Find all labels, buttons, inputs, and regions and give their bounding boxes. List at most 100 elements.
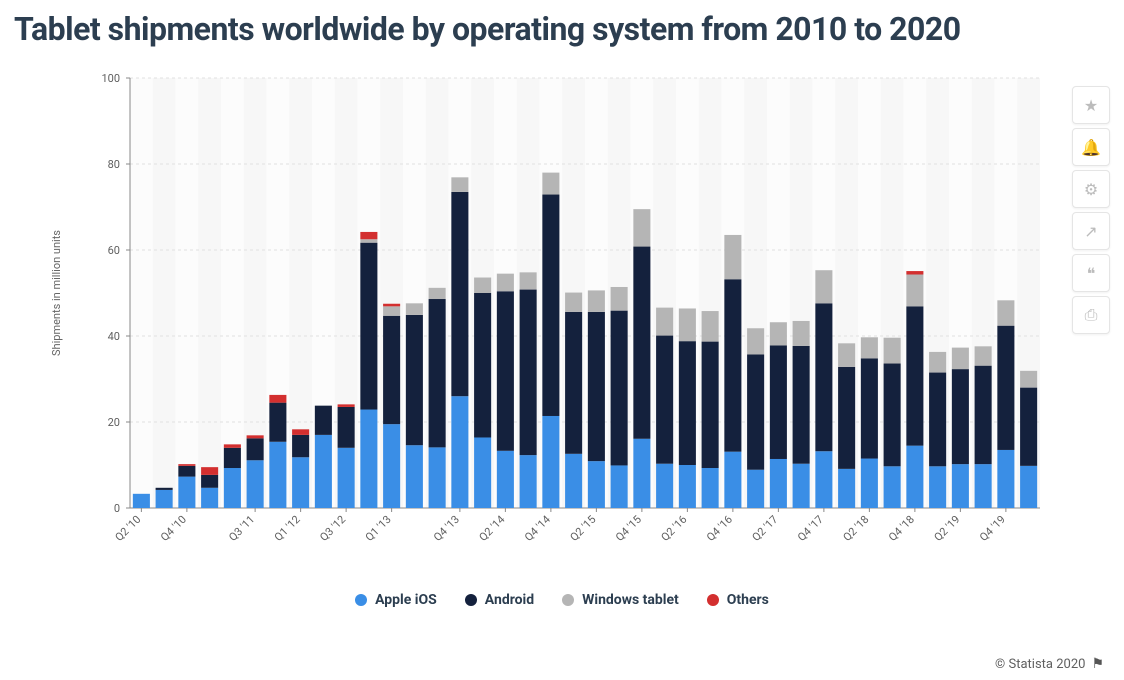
bar-segment-android[interactable]: [656, 336, 673, 464]
bar-segment-windows[interactable]: [838, 343, 855, 367]
bar-segment-ios[interactable]: [565, 454, 582, 508]
bar-segment-ios[interactable]: [633, 439, 650, 508]
bar-segment-windows[interactable]: [611, 287, 628, 311]
bar-segment-ios[interactable]: [133, 494, 150, 508]
bar-segment-ios[interactable]: [611, 465, 628, 508]
bar-segment-windows[interactable]: [360, 239, 377, 242]
bar-segment-windows[interactable]: [497, 274, 514, 292]
bar-segment-ios[interactable]: [975, 464, 992, 508]
bar-segment-ios[interactable]: [884, 466, 901, 508]
bar-segment-windows[interactable]: [633, 209, 650, 246]
bar-segment-ios[interactable]: [338, 448, 355, 508]
bar-segment-ios[interactable]: [520, 455, 537, 508]
bar-segment-others[interactable]: [360, 232, 377, 239]
bar-segment-android[interactable]: [861, 358, 878, 458]
bar-segment-windows[interactable]: [702, 311, 719, 342]
bar-segment-windows[interactable]: [565, 293, 582, 312]
bar-segment-android[interactable]: [429, 299, 446, 447]
bar-segment-android[interactable]: [360, 243, 377, 410]
bar-segment-android[interactable]: [838, 367, 855, 469]
bar-segment-others[interactable]: [201, 467, 218, 475]
bell-icon[interactable]: 🔔: [1072, 128, 1110, 166]
legend-item-windows[interactable]: Windows tablet: [562, 592, 679, 608]
bar-segment-ios[interactable]: [451, 396, 468, 508]
bar-segment-others[interactable]: [906, 271, 923, 274]
bar-segment-ios[interactable]: [997, 450, 1014, 508]
bar-segment-windows[interactable]: [429, 288, 446, 299]
legend-item-ios[interactable]: Apple iOS: [355, 592, 437, 608]
bar-segment-android[interactable]: [315, 406, 332, 435]
bar-segment-android[interactable]: [679, 341, 696, 465]
bar-segment-android[interactable]: [702, 342, 719, 468]
bar-segment-ios[interactable]: [952, 464, 969, 508]
bar-segment-ios[interactable]: [929, 466, 946, 508]
bar-segment-windows[interactable]: [656, 308, 673, 336]
bar-segment-others[interactable]: [338, 404, 355, 407]
bar-segment-ios[interactable]: [247, 460, 264, 508]
bar-segment-windows[interactable]: [474, 278, 491, 293]
bar-segment-android[interactable]: [611, 311, 628, 466]
bar-segment-windows[interactable]: [1020, 371, 1037, 388]
bar-segment-ios[interactable]: [224, 468, 241, 508]
bar-segment-ios[interactable]: [406, 445, 423, 508]
bar-segment-windows[interactable]: [588, 290, 605, 312]
bar-segment-windows[interactable]: [520, 272, 537, 289]
favorite-icon[interactable]: ★: [1072, 86, 1110, 124]
bar-segment-others[interactable]: [269, 395, 286, 403]
bar-segment-android[interactable]: [975, 366, 992, 464]
bar-segment-ios[interactable]: [1020, 466, 1037, 508]
bar-segment-android[interactable]: [724, 279, 741, 451]
bar-segment-windows[interactable]: [542, 173, 559, 195]
bar-segment-windows[interactable]: [679, 308, 696, 341]
bar-segment-windows[interactable]: [383, 306, 400, 315]
bar-segment-ios[interactable]: [360, 410, 377, 508]
bar-segment-ios[interactable]: [747, 470, 764, 508]
bar-segment-ios[interactable]: [702, 468, 719, 508]
bar-segment-ios[interactable]: [497, 451, 514, 508]
bar-segment-android[interactable]: [906, 306, 923, 445]
bar-segment-android[interactable]: [929, 373, 946, 467]
bar-segment-android[interactable]: [224, 448, 241, 468]
quote-icon[interactable]: ❝: [1072, 254, 1110, 292]
bar-segment-ios[interactable]: [383, 424, 400, 508]
bar-segment-android[interactable]: [247, 438, 264, 460]
bar-segment-android[interactable]: [451, 192, 468, 396]
bar-segment-android[interactable]: [633, 247, 650, 439]
bar-segment-android[interactable]: [997, 326, 1014, 450]
bar-segment-ios[interactable]: [292, 457, 309, 508]
bar-segment-ios[interactable]: [724, 452, 741, 508]
bar-segment-android[interactable]: [770, 345, 787, 459]
bar-segment-android[interactable]: [156, 488, 173, 490]
bar-segment-android[interactable]: [1020, 388, 1037, 466]
bar-segment-android[interactable]: [338, 407, 355, 448]
bar-segment-ios[interactable]: [588, 461, 605, 508]
bar-segment-android[interactable]: [884, 364, 901, 467]
bar-segment-android[interactable]: [406, 315, 423, 445]
bar-segment-windows[interactable]: [793, 321, 810, 346]
bar-segment-ios[interactable]: [178, 477, 195, 508]
bar-segment-windows[interactable]: [929, 352, 946, 373]
bar-segment-windows[interactable]: [861, 337, 878, 358]
bar-segment-android[interactable]: [588, 312, 605, 461]
bar-segment-ios[interactable]: [838, 469, 855, 508]
bar-segment-android[interactable]: [474, 293, 491, 437]
bar-segment-windows[interactable]: [952, 348, 969, 370]
bar-segment-android[interactable]: [565, 312, 582, 454]
bar-segment-ios[interactable]: [201, 488, 218, 508]
bar-segment-android[interactable]: [793, 346, 810, 464]
bar-segment-others[interactable]: [224, 444, 241, 447]
bar-segment-windows[interactable]: [747, 328, 764, 354]
bar-segment-windows[interactable]: [770, 322, 787, 345]
legend-item-android[interactable]: Android: [465, 592, 534, 608]
bar-segment-ios[interactable]: [474, 437, 491, 508]
bar-segment-windows[interactable]: [906, 275, 923, 307]
bar-segment-android[interactable]: [178, 466, 195, 477]
bar-segment-ios[interactable]: [770, 459, 787, 508]
bar-segment-ios[interactable]: [542, 416, 559, 508]
bar-segment-ios[interactable]: [793, 464, 810, 508]
bar-segment-windows[interactable]: [724, 235, 741, 279]
bar-segment-android[interactable]: [269, 403, 286, 442]
bar-segment-windows[interactable]: [884, 338, 901, 364]
bar-segment-android[interactable]: [952, 369, 969, 464]
print-icon[interactable]: ⎙: [1072, 296, 1110, 334]
